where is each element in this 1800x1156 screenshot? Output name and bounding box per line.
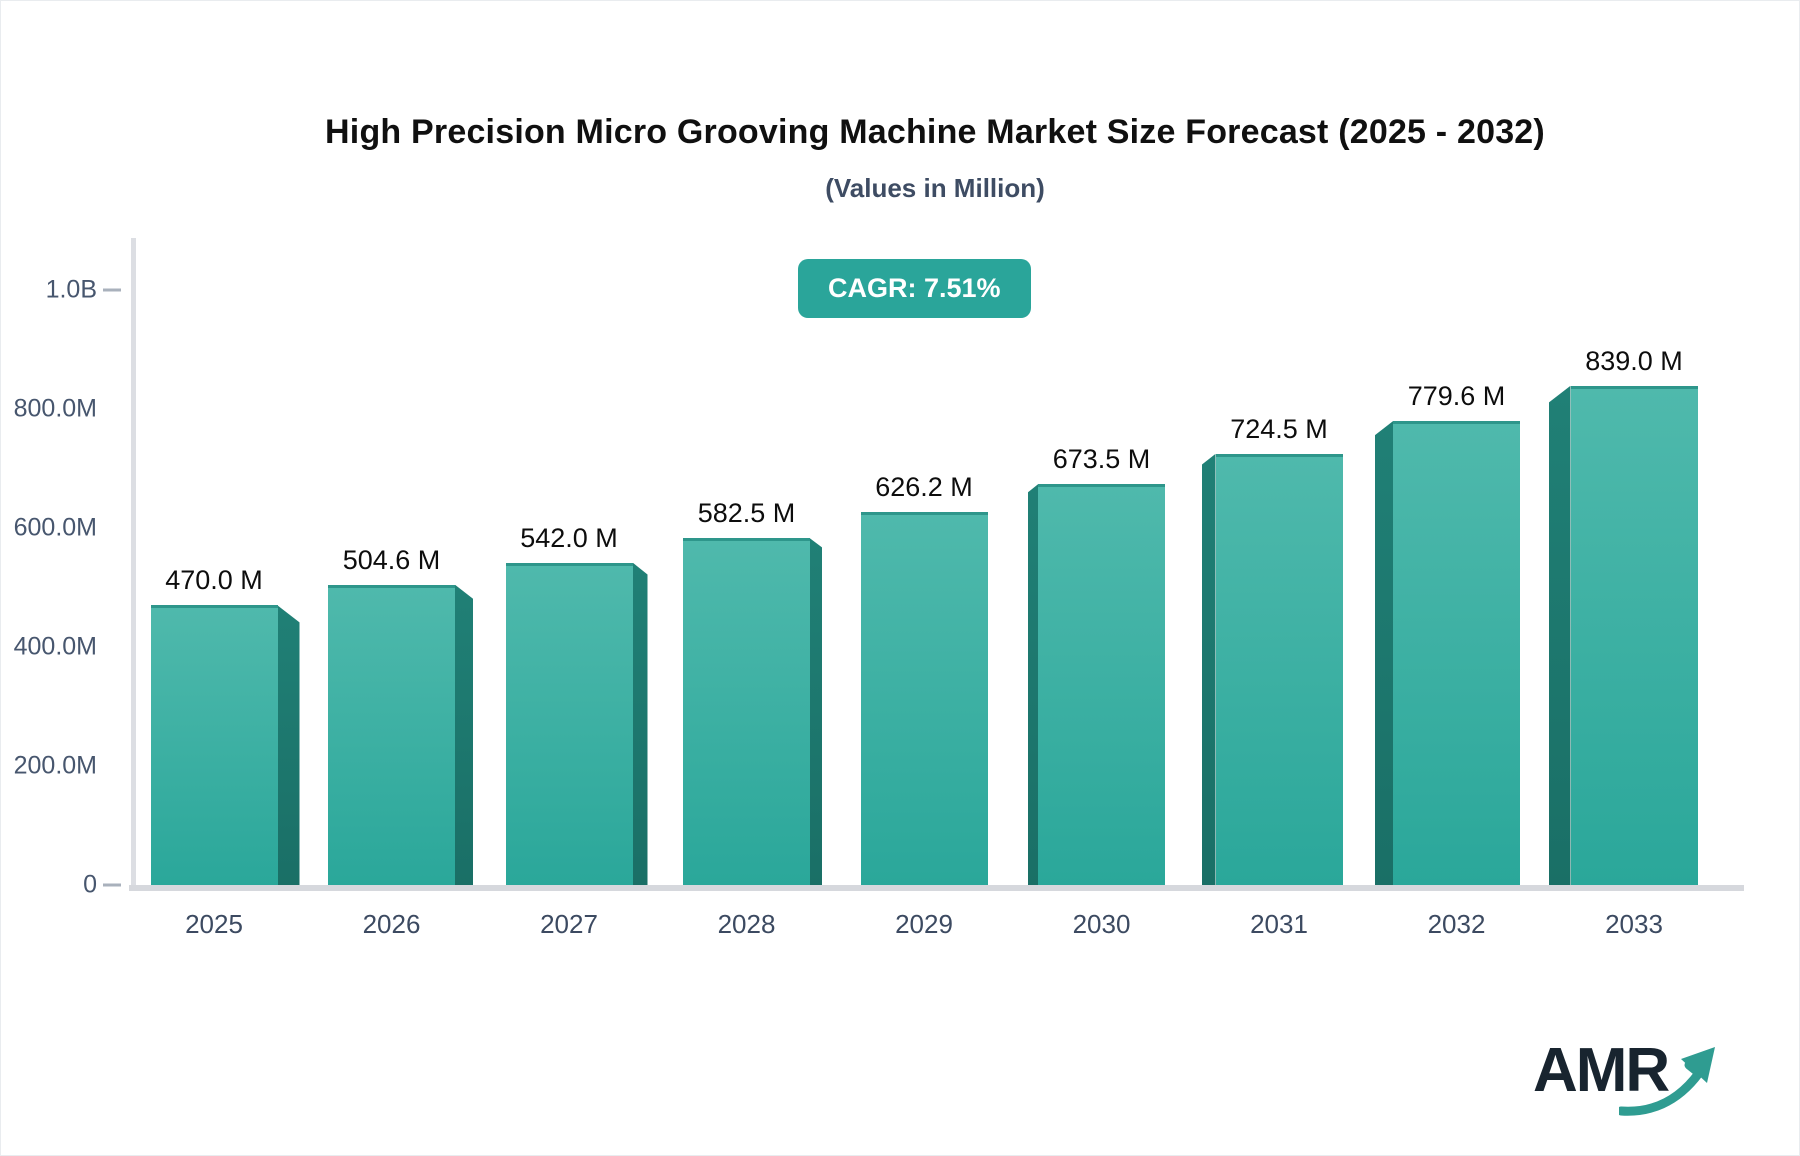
bar-2029 — [860, 512, 988, 887]
x-axis-label: 2027 — [540, 909, 598, 939]
amr-logo: AMR — [1533, 1033, 1723, 1123]
bar-2032 — [1393, 421, 1520, 887]
y-axis-tick-label: 600.0M — [13, 513, 97, 542]
bar-2028 — [683, 538, 810, 887]
x-axis-label: 2025 — [185, 909, 243, 939]
y-axis-line — [131, 238, 136, 891]
y-axis-tick-mark — [103, 288, 121, 292]
x-axis-line — [129, 885, 1744, 891]
bar-value-label: 724.5 M — [1230, 413, 1328, 444]
bar-side-face — [1028, 484, 1038, 887]
bar-2027 — [505, 562, 633, 887]
x-axis-label: 2032 — [1427, 909, 1486, 939]
x-axis-label: 2033 — [1605, 909, 1663, 939]
bar-value-label: 673.5 M — [1052, 444, 1151, 475]
cagr-badge: CAGR: 7.51% — [798, 259, 1031, 318]
y-axis-tick-mark — [103, 883, 121, 887]
y-axis-tick-label: 0 — [83, 870, 97, 899]
chart-title: High Precision Micro Grooving Machine Ma… — [325, 113, 1545, 151]
bar-2031 — [1215, 453, 1343, 887]
y-axis-tick-label: 200.0M — [13, 751, 97, 780]
x-axis-label: 2030 — [1072, 909, 1131, 939]
bar-2026 — [328, 584, 455, 887]
x-axis-label: 2028 — [717, 909, 776, 939]
bar-side-face — [810, 538, 822, 887]
x-axis-label: 2031 — [1250, 909, 1308, 939]
bar-2025 — [150, 605, 278, 887]
bar-value-label: 626.2 M — [875, 472, 973, 503]
x-axis-label: 2029 — [895, 909, 953, 939]
bar-side-face — [1548, 385, 1571, 887]
amr-logo-text: AMR — [1533, 1036, 1670, 1105]
bar-side-face — [1375, 421, 1393, 887]
bar-value-label: 839.0 M — [1585, 345, 1683, 376]
y-axis-tick-label: 1.0B — [45, 275, 97, 304]
bar-side-face — [1201, 453, 1216, 887]
bar-value-label: 582.5 M — [697, 498, 796, 529]
bar-2033 — [1570, 385, 1698, 887]
bar-2030 — [1038, 484, 1165, 887]
x-axis-label: 2026 — [362, 909, 421, 939]
y-axis-tick-label: 800.0M — [13, 394, 97, 423]
bar-side-face — [455, 584, 473, 887]
bar-value-label: 779.6 M — [1407, 381, 1506, 412]
bar-value-label: 504.6 M — [342, 544, 441, 575]
y-axis-tick-label: 400.0M — [13, 632, 97, 661]
bar-side-face — [277, 605, 300, 887]
growth-arrow-icon — [1619, 1047, 1715, 1116]
chart-subtitle: (Values in Million) — [825, 173, 1045, 203]
bar-value-label: 470.0 M — [165, 565, 263, 596]
bar-value-label: 542.0 M — [520, 522, 618, 553]
bar-side-face — [632, 562, 648, 887]
